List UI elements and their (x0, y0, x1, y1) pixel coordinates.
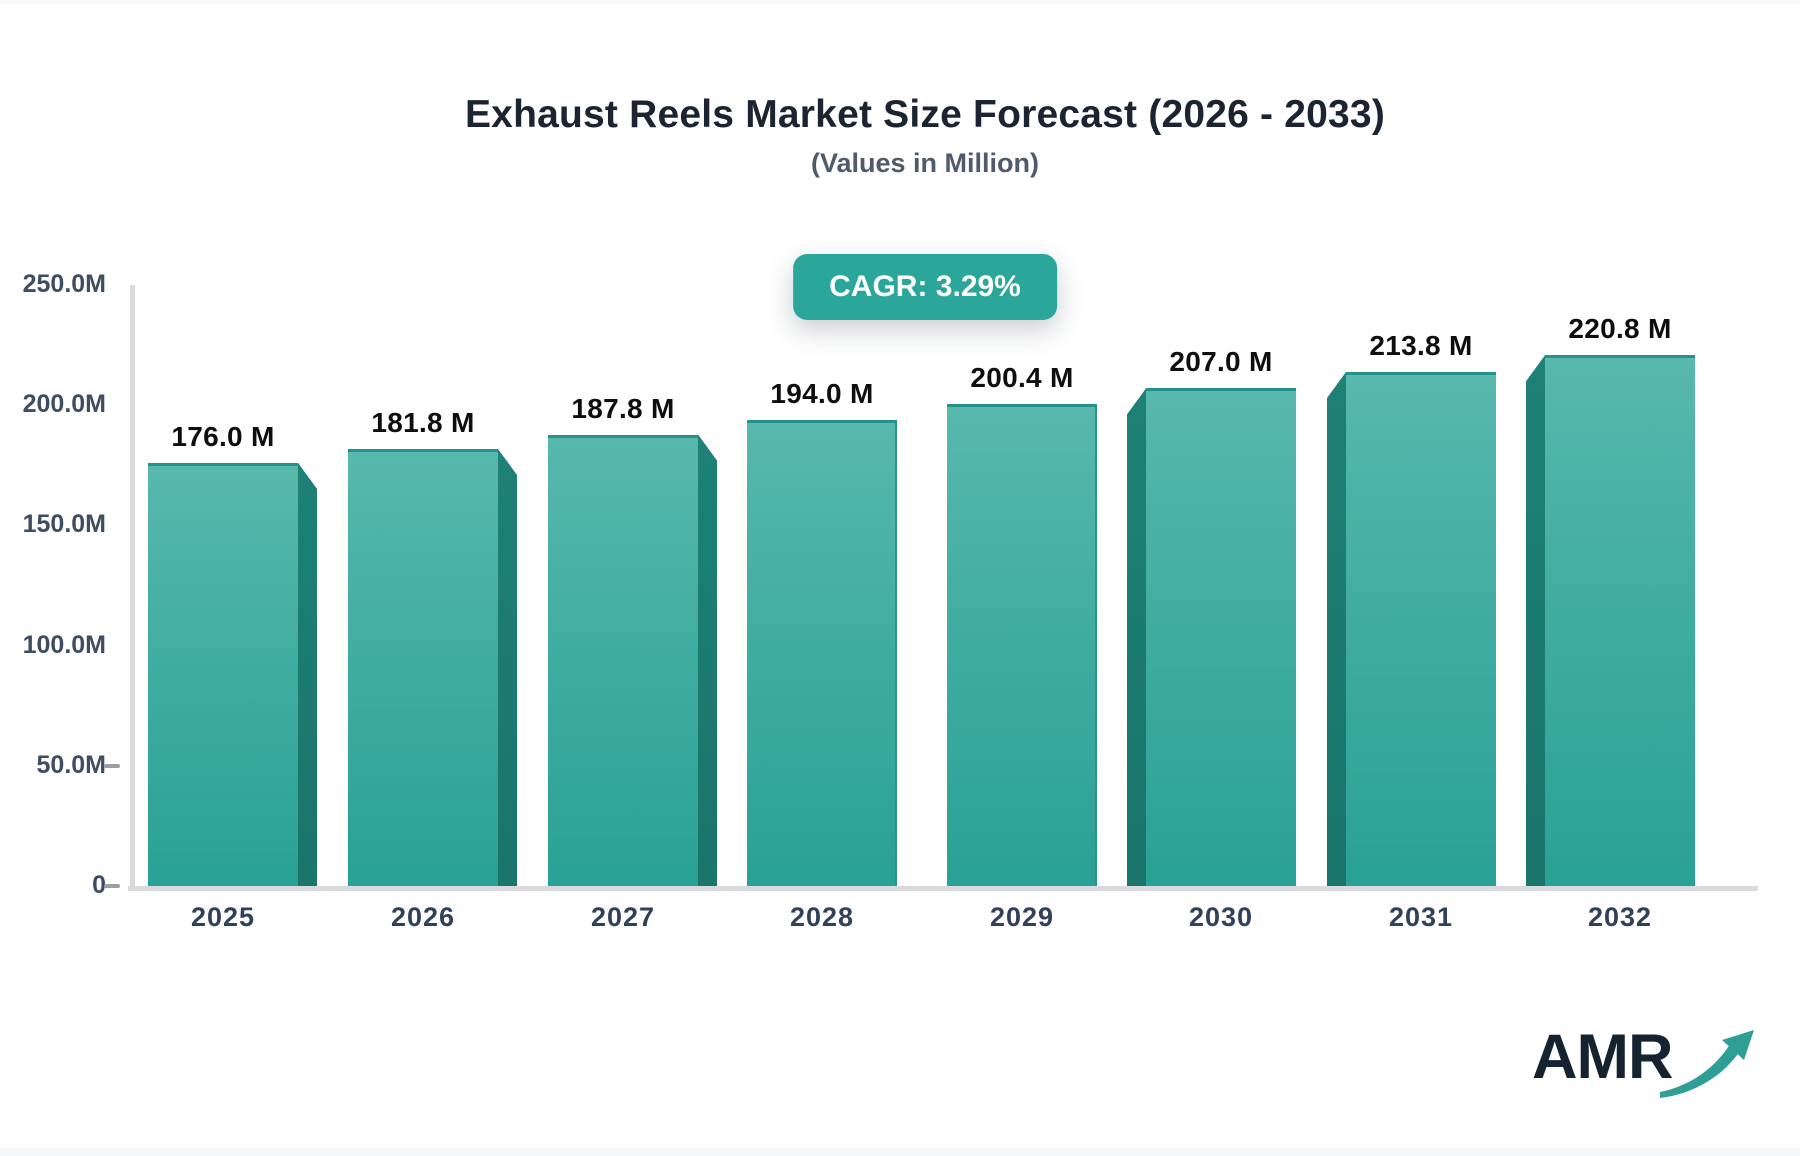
bar-depth-side (298, 462, 317, 886)
bar-value-label: 194.0 M (770, 377, 874, 409)
bar-value-label: 220.8 M (1568, 313, 1672, 345)
y-tick-mark (104, 763, 120, 768)
amr-logo: AMR (1532, 1026, 1762, 1106)
bar-value-label: 187.8 M (571, 392, 675, 424)
x-tick-label: 2026 (390, 902, 456, 932)
page-title: Exhaust Reels Market Size Forecast (2026… (464, 93, 1386, 136)
bar-face (548, 434, 698, 886)
bar-value-label: 181.8 M (371, 406, 475, 438)
bar-depth-side (1127, 388, 1146, 886)
y-tick-label: 250.0M (22, 270, 106, 298)
bar-value-label: 176.0 M (171, 420, 275, 452)
bar-2027[interactable] (548, 434, 717, 886)
chart-subtitle: (Values in Million) (810, 148, 1040, 178)
y-axis-line (130, 285, 135, 887)
bar-depth-side (1526, 355, 1545, 886)
bar-face (1146, 388, 1296, 886)
x-tick-label: 2032 (1587, 902, 1653, 932)
y-tick-label: 0 (92, 871, 106, 899)
x-tick-label: 2025 (190, 902, 256, 932)
x-tick-label: 2030 (1188, 902, 1254, 932)
bar-face (1346, 372, 1496, 886)
bar-value-label: 213.8 M (1369, 330, 1473, 362)
bar-depth-side (1327, 372, 1346, 886)
amr-logo-text: AMR (1532, 1022, 1673, 1092)
cagr-badge: CAGR: 3.29% (793, 254, 1057, 320)
bar-2028[interactable] (747, 419, 897, 886)
bottom-edge-strip (0, 1148, 1800, 1156)
bar-2030[interactable] (1127, 388, 1296, 886)
bar-value-label: 207.0 M (1169, 346, 1273, 378)
y-tick-label: 200.0M (22, 390, 106, 419)
x-tick-label: 2031 (1388, 902, 1454, 932)
trending-up-arrow-icon (1660, 1030, 1755, 1098)
x-tick-label: 2029 (989, 902, 1055, 932)
chart-header: Exhaust Reels Market Size Forecast (2026… (50, 0, 1800, 179)
bar-2025[interactable] (148, 462, 317, 886)
x-tick-label: 2027 (590, 902, 656, 932)
bar-2031[interactable] (1327, 372, 1496, 886)
x-tick-label: 2028 (789, 902, 855, 932)
bar-2032[interactable] (1526, 355, 1695, 886)
top-edge-strip (0, 0, 1800, 4)
bar-value-label: 200.4 M (970, 362, 1074, 394)
bar-face (348, 448, 498, 886)
bar-2029[interactable] (947, 404, 1097, 886)
y-tick-mark (104, 884, 120, 888)
y-tick-label: 100.0M (22, 630, 106, 659)
bar-2026[interactable] (348, 448, 517, 886)
x-axis-line (128, 886, 1758, 891)
bar-face (148, 462, 298, 886)
y-tick-label: 150.0M (22, 510, 106, 539)
bar-face (947, 404, 1097, 886)
bar-depth-side (498, 448, 517, 886)
y-tick-label: 50.0M (36, 750, 106, 779)
bar-face (1545, 355, 1695, 886)
bar-face (747, 419, 897, 886)
bar-depth-side (698, 434, 717, 886)
